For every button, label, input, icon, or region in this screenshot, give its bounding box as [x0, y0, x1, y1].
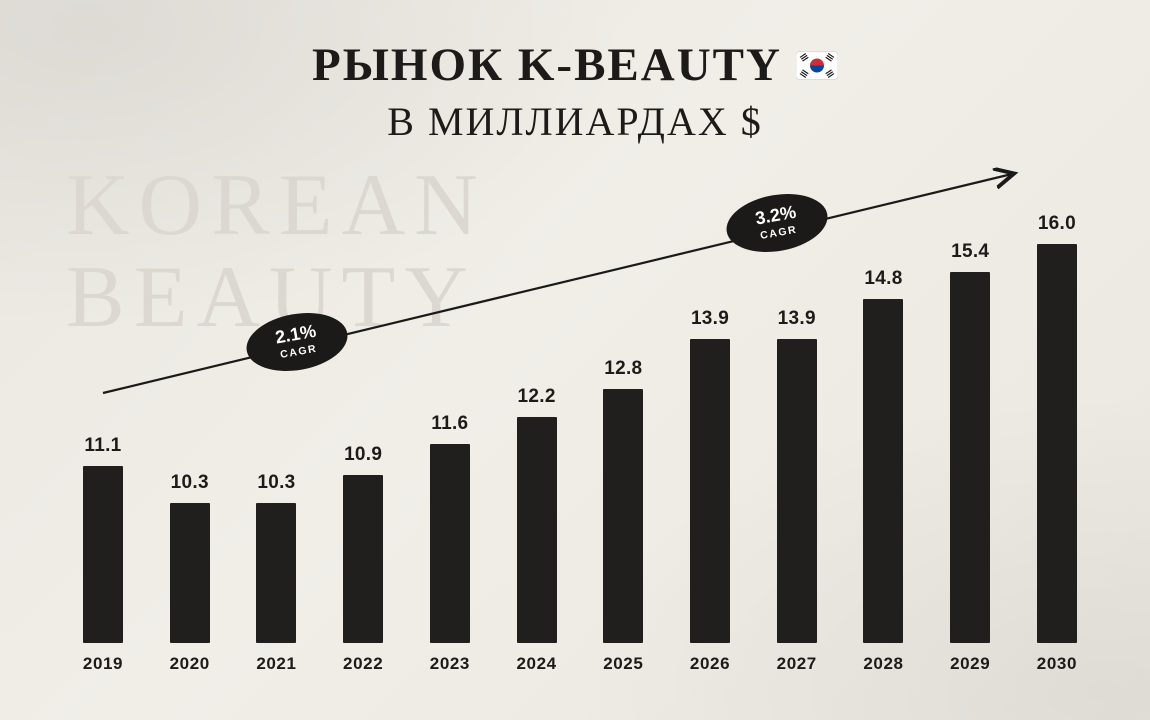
watermark-text: KOREAN BEAUTY	[66, 160, 487, 343]
bar-column: 15.4 2029	[943, 241, 997, 674]
bar	[776, 339, 817, 643]
bar-chart: 11.1 2019 10.3 2020 10.3 2021 10.9 2022 11.6 2023…	[76, 213, 1084, 674]
bar-value-label: 15.4	[951, 241, 990, 262]
year-label: 2022	[343, 654, 384, 673]
bar-column: 10.3 2020	[163, 472, 217, 674]
year-label: 2024	[516, 654, 557, 673]
chart-subtitle: В МИЛЛИАРДАХ $	[387, 99, 763, 144]
bar-value-label: 10.3	[170, 472, 209, 493]
bar	[256, 503, 297, 643]
chart-title-text: РЫНОК K-BEAUTY	[312, 39, 782, 91]
bar-column: 11.6 2023	[423, 413, 477, 674]
bar	[950, 272, 991, 643]
bar	[169, 503, 210, 643]
year-label: 2030	[1036, 654, 1078, 673]
year-label: 2025	[603, 654, 644, 673]
bar-column: 14.8 2028	[856, 268, 910, 674]
bar-value-label: 16.0	[1037, 213, 1076, 234]
bar	[603, 389, 644, 643]
bar	[83, 466, 123, 643]
bar-column: 10.9 2022	[336, 444, 390, 674]
bar	[863, 299, 904, 643]
bar	[429, 444, 470, 643]
year-label: 2019	[82, 654, 124, 673]
watermark-line1: KOREAN	[66, 157, 487, 254]
bar-value-label: 13.9	[777, 308, 816, 329]
year-label: 2028	[863, 654, 904, 673]
bar-value-label: 10.9	[344, 444, 383, 465]
bar	[516, 417, 557, 643]
bar-column: 11.1 2019	[76, 435, 130, 674]
bar-value-label: 11.1	[84, 435, 122, 456]
bar-column: 16.0 2030	[1030, 213, 1084, 674]
year-label: 2029	[950, 654, 991, 673]
bar-value-label: 12.2	[517, 386, 556, 407]
bar	[343, 475, 384, 643]
bar-value-label: 12.8	[604, 358, 643, 379]
chart-title: РЫНОК K-BEAUTY	[0, 38, 1150, 92]
bar-column: 10.3 2021	[249, 472, 303, 674]
year-label: 2021	[256, 654, 297, 673]
bar-value-label: 14.8	[864, 268, 903, 289]
bar-column: 13.9 2027	[770, 308, 824, 674]
year-label: 2027	[776, 654, 817, 673]
year-label: 2020	[169, 654, 210, 673]
bar-column: 12.2 2024	[510, 386, 564, 674]
year-label: 2026	[689, 654, 731, 673]
bar-value-label: 11.6	[431, 413, 469, 434]
chart-header: РЫНОК K-BEAUTY	[0, 38, 1150, 145]
bar-value-label: 13.9	[690, 308, 730, 329]
bar	[690, 339, 731, 643]
year-label: 2023	[429, 654, 470, 673]
bar-value-label: 10.3	[257, 472, 296, 493]
bar	[1036, 244, 1077, 643]
bar-column: 13.9 2026	[683, 308, 737, 674]
bar-column: 12.8 2025	[596, 358, 650, 674]
south-korea-flag-icon	[795, 50, 838, 80]
